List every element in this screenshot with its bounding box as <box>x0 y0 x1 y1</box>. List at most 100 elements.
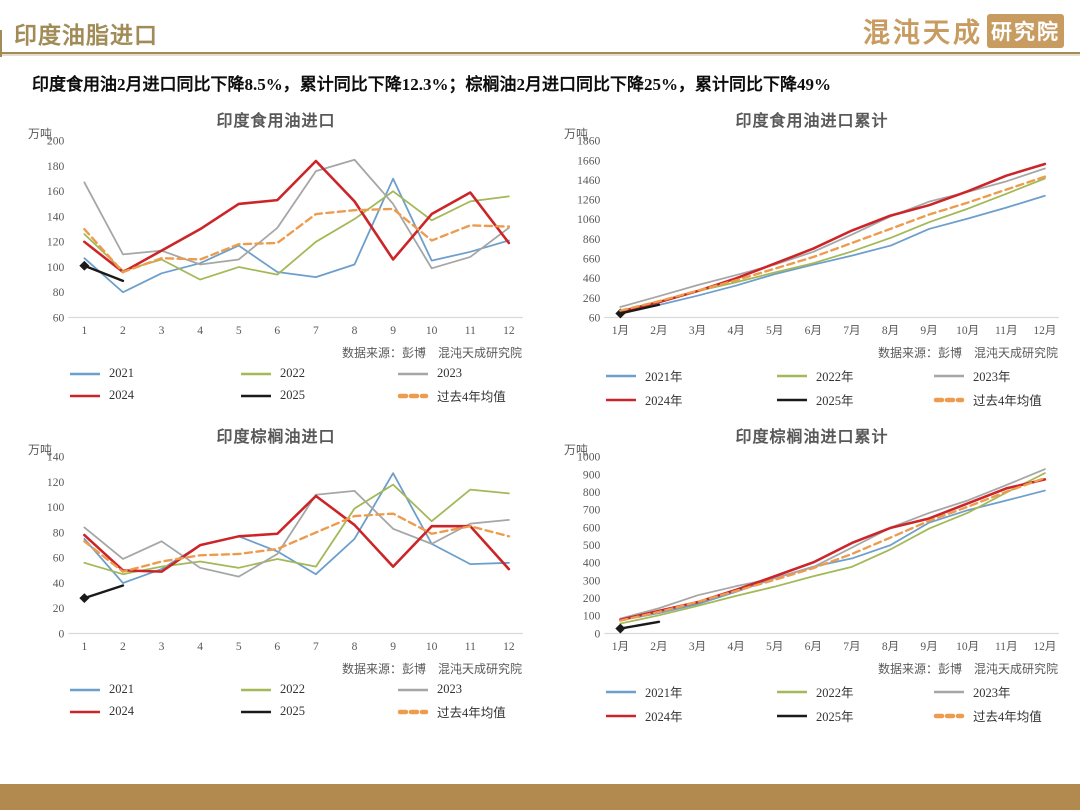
legend-swatch-line-icon <box>240 372 271 375</box>
legend-swatch-line-icon <box>398 372 429 375</box>
svg-text:9: 9 <box>390 641 396 653</box>
svg-text:100: 100 <box>583 611 601 623</box>
source-note: 数据来源：彭博 混沌天成研究院 <box>877 346 1058 360</box>
legend-swatch-line-icon <box>776 690 807 693</box>
svg-text:12: 12 <box>503 641 515 653</box>
legend-item: 2022 <box>239 366 396 381</box>
legend-label: 2025年 <box>815 394 854 408</box>
svg-text:7: 7 <box>313 641 319 653</box>
svg-text:9: 9 <box>390 325 396 337</box>
legend-item: 2022年 <box>775 682 932 701</box>
chart-title: 印度棕榈油进口累计 <box>735 429 889 446</box>
svg-text:6月: 6月 <box>805 641 822 653</box>
legend-swatch-line-icon <box>240 710 271 713</box>
svg-text:1: 1 <box>81 641 87 653</box>
legend-item: 2022 <box>239 682 396 697</box>
svg-text:140: 140 <box>47 452 65 464</box>
svg-text:11月: 11月 <box>995 641 1018 653</box>
logo-wordmark: 混沌天成 <box>863 18 983 48</box>
legend-swatch-line-icon <box>776 374 807 377</box>
legend-swatch-line-icon <box>606 398 636 401</box>
svg-text:1月: 1月 <box>612 641 629 653</box>
logo: 混沌天成 研究院 <box>863 11 1064 50</box>
legend-item: 2023年 <box>932 366 1066 385</box>
svg-text:700: 700 <box>583 505 601 517</box>
svg-text:2月: 2月 <box>650 641 667 653</box>
legend-item: 2024 <box>68 702 239 721</box>
unit-label: 万吨 <box>28 127 53 141</box>
svg-text:8: 8 <box>352 641 358 653</box>
svg-text:20: 20 <box>53 603 65 615</box>
svg-text:4月: 4月 <box>727 325 744 337</box>
chart-legend: 2021 2022 2023 2024 2025 过去4年均值 <box>22 677 530 721</box>
source-note: 数据来源：彭博 混沌天成研究院 <box>341 662 522 676</box>
svg-text:5: 5 <box>236 641 242 653</box>
legend-label: 2024年 <box>645 710 683 724</box>
charts-grid: 印度食用油进口 万吨 60 80 100 120 140 160 180 200 1 2 3 4 5 6 7… <box>0 95 1080 725</box>
svg-text:12: 12 <box>503 325 515 337</box>
svg-text:5: 5 <box>236 325 242 337</box>
legend-label: 2025年 <box>815 710 854 724</box>
chart-block-edible-oil-monthly: 印度食用油进口 万吨 60 80 100 120 140 160 180 200 1 2 3 4 5 6 7… <box>22 101 530 409</box>
svg-text:1260: 1260 <box>577 195 600 207</box>
svg-text:5月: 5月 <box>766 641 783 653</box>
legend-label: 过去4年均值 <box>437 390 506 404</box>
legend-swatch-line-icon <box>398 688 429 691</box>
legend-swatch-line-icon <box>70 394 100 397</box>
svg-text:660: 660 <box>583 254 601 266</box>
legend-swatch-line-icon <box>934 374 965 377</box>
svg-text:40: 40 <box>53 578 65 590</box>
legend-swatch-line-icon <box>776 398 807 401</box>
legend-label: 2025 <box>279 704 305 718</box>
svg-text:10月: 10月 <box>956 325 979 337</box>
svg-text:600: 600 <box>583 523 601 535</box>
chart-block-edible-oil-cumulative: 印度食用油进口累计 万吨 60 260 460 660 860 1060 1260 1460 1… <box>558 101 1066 409</box>
unit-label: 万吨 <box>28 443 53 457</box>
legend-label: 2022年 <box>815 370 854 384</box>
svg-text:260: 260 <box>583 293 601 305</box>
legend-item: 过去4年均值 <box>396 386 530 405</box>
svg-text:2月: 2月 <box>650 325 667 337</box>
svg-text:100: 100 <box>47 262 65 274</box>
svg-text:6: 6 <box>274 641 280 653</box>
legend-item: 2024年 <box>604 390 775 409</box>
legend-label: 2022 <box>279 366 305 380</box>
svg-text:1: 1 <box>81 325 87 337</box>
unit-label: 万吨 <box>564 127 589 141</box>
svg-text:60: 60 <box>589 313 601 325</box>
source-note: 数据来源：彭博 混沌天成研究院 <box>341 346 522 360</box>
svg-text:12月: 12月 <box>1033 325 1056 337</box>
legend-label: 2021 <box>109 366 134 380</box>
svg-text:11: 11 <box>465 325 476 337</box>
svg-text:11月: 11月 <box>995 325 1018 337</box>
legend-label: 2024年 <box>645 394 683 408</box>
svg-text:1月: 1月 <box>612 325 629 337</box>
legend-label: 2022年 <box>815 686 854 700</box>
svg-text:12月: 12月 <box>1033 641 1056 653</box>
legend-swatch-line-icon <box>397 393 429 398</box>
svg-text:4: 4 <box>197 325 203 337</box>
chart-title: 印度棕榈油进口 <box>216 429 336 446</box>
svg-text:80: 80 <box>53 528 65 540</box>
line-chart-palm-oil-cumulative: 0 100 200 300 400 500 600 700 800 900 1000 1月 2月 3月 4月… <box>577 452 1059 653</box>
svg-text:9月: 9月 <box>920 325 937 337</box>
unit-label: 万吨 <box>564 443 589 457</box>
svg-text:900: 900 <box>583 470 601 482</box>
legend-item: 2024 <box>68 386 239 405</box>
legend-item: 2021年 <box>604 366 775 385</box>
chart-title: 印度食用油进口累计 <box>735 113 889 130</box>
chart-legend: 2021 2022 2023 2024 2025 过去4年均值 <box>22 361 530 405</box>
legend-label: 2021 <box>109 682 134 696</box>
legend-swatch-line-icon <box>70 372 100 375</box>
legend-label: 2024 <box>109 388 134 402</box>
legend-item: 过去4年均值 <box>396 702 530 721</box>
legend-swatch-line-icon <box>70 688 100 691</box>
legend-label: 过去4年均值 <box>437 706 506 720</box>
legend-swatch-line-icon <box>240 394 271 397</box>
chart-title: 印度食用油进口 <box>216 113 336 130</box>
header-rule <box>0 52 1080 54</box>
legend-item: 2022年 <box>775 366 932 385</box>
svg-text:5月: 5月 <box>766 325 783 337</box>
svg-text:1660: 1660 <box>577 155 600 167</box>
